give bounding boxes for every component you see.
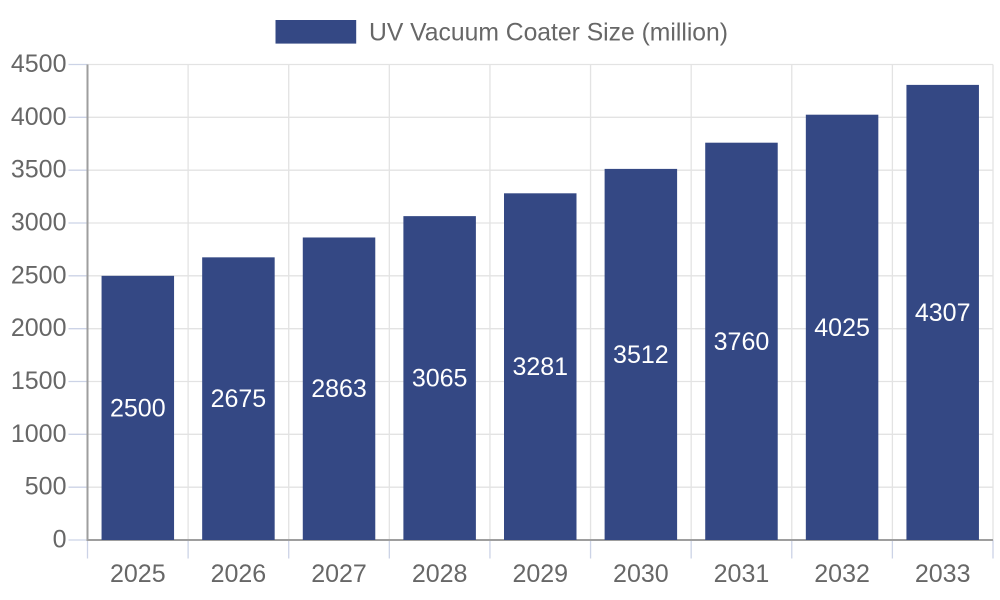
svg-text:2026: 2026 — [211, 560, 267, 588]
svg-text:3065: 3065 — [412, 365, 468, 393]
svg-text:1500: 1500 — [11, 367, 67, 395]
svg-text:2032: 2032 — [814, 560, 870, 588]
svg-text:2863: 2863 — [311, 375, 367, 403]
svg-text:2500: 2500 — [110, 394, 166, 422]
svg-text:0: 0 — [53, 526, 67, 554]
svg-text:2031: 2031 — [714, 560, 770, 588]
svg-text:2675: 2675 — [211, 385, 267, 413]
svg-text:2030: 2030 — [613, 560, 669, 588]
svg-text:4025: 4025 — [814, 314, 870, 342]
svg-text:UV Vacuum Coater Size (million: UV Vacuum Coater Size (million) — [369, 20, 728, 47]
svg-text:2500: 2500 — [11, 261, 67, 289]
svg-text:3281: 3281 — [512, 353, 568, 381]
svg-text:4307: 4307 — [915, 299, 971, 327]
svg-text:3000: 3000 — [11, 209, 67, 237]
svg-text:4000: 4000 — [11, 103, 67, 131]
svg-text:1000: 1000 — [11, 420, 67, 448]
svg-text:3512: 3512 — [613, 341, 669, 369]
svg-text:2027: 2027 — [311, 560, 367, 588]
svg-text:3760: 3760 — [714, 328, 770, 356]
svg-text:4500: 4500 — [11, 50, 67, 78]
svg-text:2028: 2028 — [412, 560, 468, 588]
svg-text:2033: 2033 — [915, 560, 971, 588]
svg-text:2029: 2029 — [512, 560, 568, 588]
svg-text:2000: 2000 — [11, 314, 67, 342]
svg-text:500: 500 — [25, 473, 67, 501]
svg-text:3500: 3500 — [11, 156, 67, 184]
svg-text:2025: 2025 — [110, 560, 166, 588]
